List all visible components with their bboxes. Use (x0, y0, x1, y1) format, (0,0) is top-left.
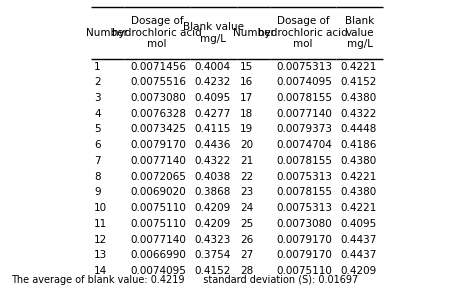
Text: The average of blank value: 0.4219      standard deviation (S): 0.01697: The average of blank value: 0.4219 stand… (11, 275, 358, 285)
